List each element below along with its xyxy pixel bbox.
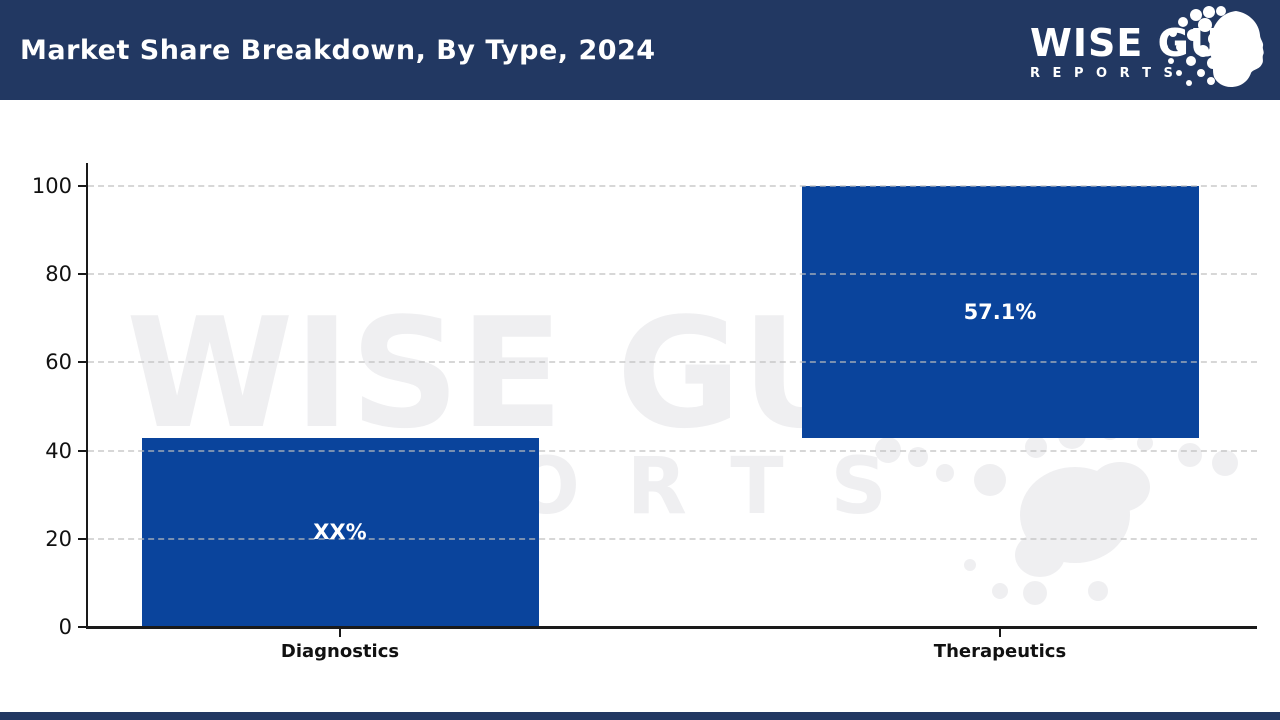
x-tick-label: Diagnostics [280,641,400,662]
y-tick-label: 40 [45,438,72,463]
chart-area: WISE GUY REPORTS XX% Diagnostics 57.1 [0,100,1280,712]
y-tick-label: 0 [58,615,72,639]
y-axis-spine [86,163,88,629]
gridline [88,449,1257,452]
y-tick [78,185,86,187]
gridline [88,185,1257,187]
logo-subtitle: R E P O R T S [1030,66,1177,81]
watermark-face-dots-icon [875,420,1238,605]
bar-label: 57.1% [963,299,1037,324]
x-tick-label: Therapeutics [933,641,1067,662]
logo-face-icon [1162,6,1264,87]
gridline [88,537,1257,540]
y-tick [78,449,86,452]
bar-label: XX% [313,520,367,545]
footer-bar [0,712,1280,720]
x-tick [339,629,341,637]
gridline [88,273,1257,276]
bar-therapeutics [801,186,1199,438]
header: Market Share Breakdown, By Type, 2024 WI… [0,0,1280,100]
bar-diagnostics [141,437,539,627]
gridline [88,361,1257,364]
y-tick [78,537,86,540]
y-tick-label: 20 [45,526,72,551]
wise-guy-reports-logo: WISE GUY R E P O R T S [1024,6,1272,94]
x-tick [999,629,1001,637]
y-tick-label: 80 [45,262,72,287]
y-tick-label: 100 [31,174,72,198]
y-tick [78,361,86,364]
x-axis-spine [86,626,1257,629]
y-tick-label: 60 [45,350,72,375]
page-title: Market Share Breakdown, By Type, 2024 [20,34,656,66]
y-tick [78,273,86,276]
y-tick [78,626,86,628]
